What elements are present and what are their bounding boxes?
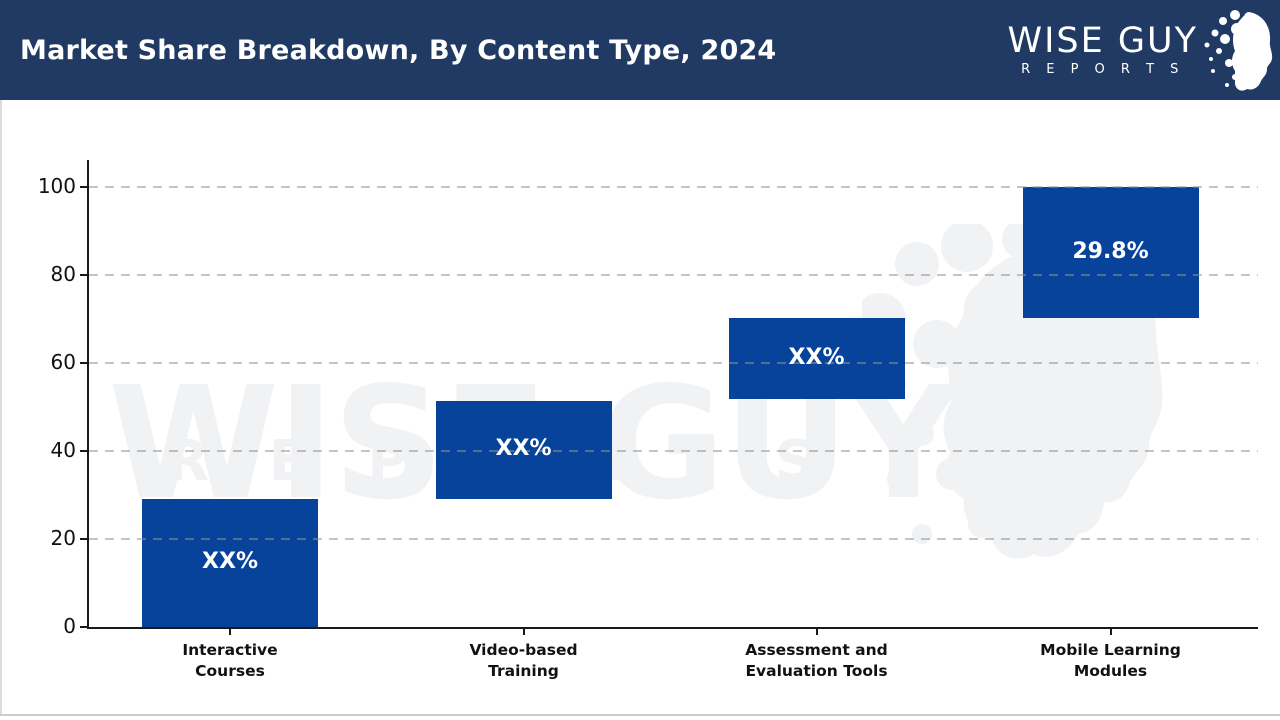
gridline-60 — [89, 362, 1258, 364]
x-axis-line — [87, 627, 1258, 629]
left-edge-divider — [0, 100, 2, 716]
y-tick-mark — [80, 626, 88, 628]
logo-face-icon — [1204, 10, 1273, 91]
x-tick-mark — [229, 628, 231, 635]
y-axis-line — [87, 160, 89, 629]
bottom-divider — [0, 714, 1280, 716]
x-tick-label: Assessment and Evaluation Tools — [745, 641, 888, 680]
bar-2 — [435, 400, 612, 499]
logo-text: WISE GUY R E P O R T S — [1007, 21, 1198, 77]
gridline-20 — [89, 538, 1258, 540]
x-tick-mark — [1109, 628, 1112, 635]
y-tick-label: 60 — [50, 350, 76, 374]
x-tick-mark — [815, 628, 818, 635]
x-tick-label: Video-based Training — [469, 641, 578, 680]
logo-subtitle: R E P O R T S — [1021, 62, 1185, 77]
logo-wordmark: WISE GUY — [1007, 21, 1198, 61]
x-tick-mark — [522, 628, 525, 635]
bar-value-label: XX% — [788, 344, 845, 370]
y-tick-label: 40 — [50, 438, 76, 462]
bar-value-label: XX% — [202, 549, 258, 575]
bar-3 — [728, 318, 905, 400]
bar-value-label: XX% — [495, 435, 552, 461]
gridline-80 — [89, 274, 1258, 276]
y-tick-mark — [80, 186, 88, 188]
y-tick-mark — [80, 362, 88, 364]
bar-value-label: 29.8% — [1072, 238, 1149, 264]
x-tick-label: Interactive Courses — [182, 641, 278, 680]
y-tick-label: 20 — [50, 526, 76, 550]
bar-1 — [142, 499, 318, 627]
page-title: Market Share Breakdown, By Content Type,… — [20, 34, 777, 66]
gridline-100 — [89, 186, 1258, 188]
x-tick-label: Mobile Learning Modules — [1040, 641, 1181, 680]
gridline-40 — [89, 450, 1258, 452]
y-tick-mark — [80, 450, 88, 452]
y-tick-mark — [80, 274, 88, 276]
y-tick-label: 80 — [50, 262, 76, 286]
bar-4 — [1022, 187, 1199, 319]
y-tick-mark — [80, 538, 88, 540]
y-tick-label: 100 — [37, 174, 76, 198]
brand-logo: WISE GUY R E P O R T S — [1007, 7, 1274, 93]
header-bar: Market Share Breakdown, By Content Type,… — [0, 0, 1280, 100]
y-tick-label: 0 — [63, 614, 76, 638]
